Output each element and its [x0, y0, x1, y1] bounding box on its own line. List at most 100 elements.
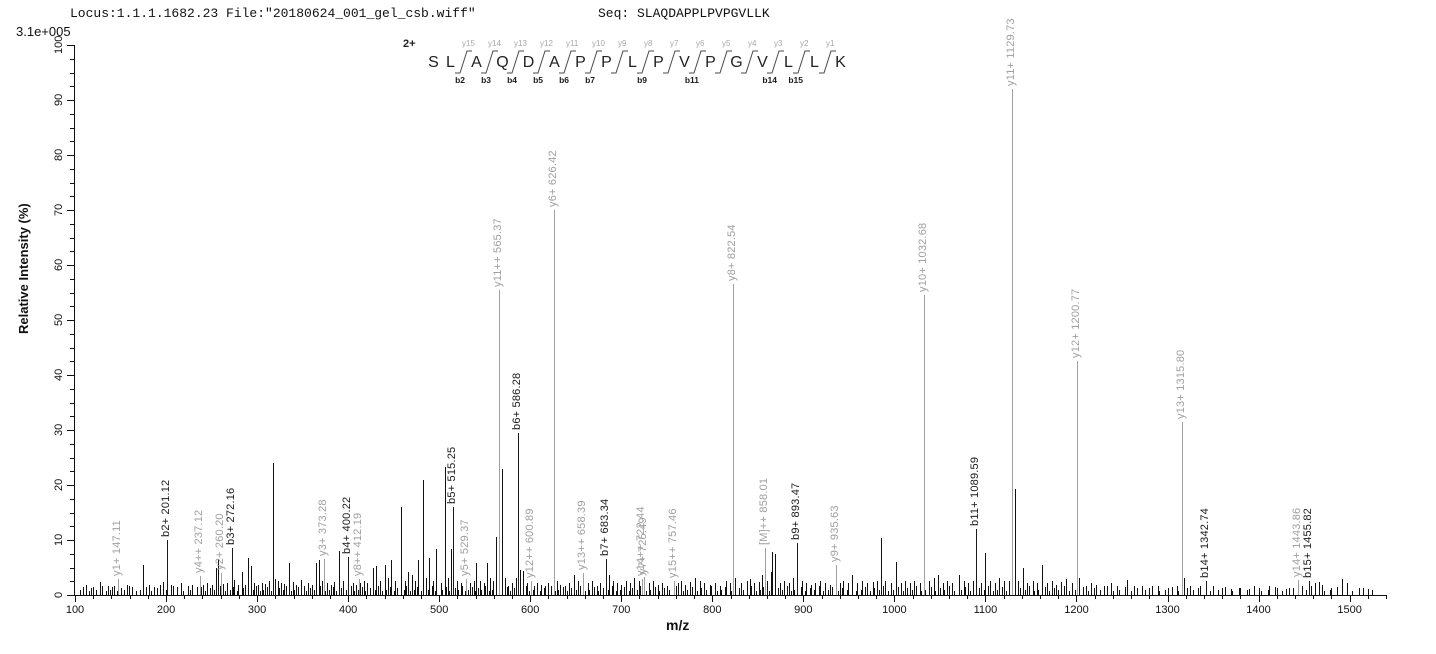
- unlabeled-peak: [192, 585, 194, 595]
- baseline-noise-peak: [173, 586, 175, 595]
- baseline-noise-peak: [381, 590, 383, 595]
- x-axis-minor-tick: [694, 595, 696, 599]
- unlabeled-peak: [600, 583, 602, 595]
- fragmentation-mark: y13 b4: [507, 39, 527, 85]
- unlabeled-peak: [1056, 584, 1058, 595]
- baseline-noise-peak: [823, 590, 825, 595]
- baseline-noise-peak: [997, 590, 999, 595]
- unlabeled-peak: [985, 552, 987, 595]
- baseline-noise-peak: [874, 588, 876, 595]
- x-axis-minor-tick: [202, 595, 204, 599]
- x-axis-minor-tick: [420, 595, 422, 599]
- baseline-noise-peak: [960, 590, 962, 595]
- unlabeled-peak: [1047, 583, 1049, 595]
- unlabeled-peak: [432, 580, 434, 595]
- unlabeled-peak: [520, 569, 522, 595]
- baseline-noise-peak: [856, 590, 858, 595]
- unlabeled-peak: [339, 551, 341, 595]
- unlabeled-peak: [1331, 587, 1333, 595]
- unlabeled-peak: [372, 567, 374, 595]
- x-axis-minor-tick: [766, 595, 768, 599]
- b-ion-peak-label: b3+ 272.16: [224, 487, 237, 546]
- baseline-noise-peak: [252, 589, 254, 595]
- unlabeled-peak: [93, 586, 95, 595]
- unlabeled-peak: [275, 578, 277, 595]
- baseline-noise-peak: [491, 590, 493, 595]
- x-axis-minor-tick: [1276, 595, 1278, 599]
- unlabeled-peak: [704, 583, 706, 595]
- unlabeled-peak: [504, 577, 506, 595]
- fragmentation-mark: y6 b11: [685, 39, 706, 85]
- baseline-noise-peak: [584, 590, 586, 595]
- baseline-noise-peak: [800, 587, 802, 595]
- residue-letter: D: [522, 54, 535, 71]
- x-axis-minor-tick: [949, 595, 950, 599]
- x-axis-minor-tick: [366, 595, 368, 599]
- x-axis-minor-tick: [1331, 595, 1333, 599]
- baseline-noise-peak: [988, 586, 990, 595]
- residue-letter: P: [705, 54, 716, 71]
- unlabeled-peak: [968, 583, 970, 595]
- unlabeled-peak: [1293, 587, 1295, 595]
- residue-letter: L: [446, 54, 455, 71]
- unlabeled-peak: [1222, 587, 1224, 595]
- baseline-noise-peak: [1192, 589, 1194, 595]
- unlabeled-peak: [779, 583, 781, 595]
- unlabeled-peak: [1018, 580, 1020, 595]
- x-axis-major-tick: [712, 595, 714, 602]
- baseline-noise-peak: [128, 586, 130, 595]
- unlabeled-peak: [638, 580, 640, 595]
- unlabeled-peak: [278, 580, 280, 595]
- unlabeled-peak: [928, 580, 930, 595]
- unlabeled-peak: [180, 582, 182, 595]
- baseline-noise-peak: [607, 589, 609, 595]
- unlabeled-peak: [1167, 587, 1169, 595]
- baseline-noise-peak: [1329, 590, 1331, 595]
- baseline-noise-peak: [1200, 586, 1202, 595]
- baseline-noise-peak: [336, 591, 338, 595]
- baseline-noise-peak: [374, 589, 376, 595]
- unlabeled-peak: [1258, 587, 1260, 595]
- baseline-noise-peak: [510, 591, 512, 595]
- baseline-noise-peak: [518, 589, 520, 595]
- y-axis-minor-tick: [70, 196, 74, 198]
- baseline-noise-peak: [446, 587, 448, 595]
- baseline-noise-peak: [1152, 586, 1154, 595]
- unlabeled-peak: [473, 580, 475, 595]
- unlabeled-peak: [512, 583, 513, 595]
- baseline-noise-peak: [393, 591, 395, 595]
- unlabeled-peak: [740, 583, 742, 595]
- unlabeled-peak: [852, 575, 854, 595]
- baseline-noise-peak: [554, 590, 556, 595]
- y-ion-peak: [765, 548, 767, 595]
- baseline-noise-peak: [278, 588, 280, 595]
- y-axis-minor-tick: [70, 306, 74, 308]
- y-ion-peak: [554, 210, 556, 595]
- intensity-full-scale: 3.1e+005: [16, 24, 71, 39]
- baseline-noise-peak: [329, 590, 330, 595]
- baseline-noise-peak: [869, 591, 871, 595]
- fragmentation-mark: y1: [819, 39, 836, 74]
- unlabeled-peak: [694, 577, 696, 595]
- unlabeled-peak: [451, 549, 452, 595]
- baseline-noise-peak: [425, 588, 427, 595]
- baseline-noise-peak: [1088, 591, 1090, 595]
- y-ion-peak-label: y12+ 1200.77: [1070, 288, 1083, 359]
- unlabeled-peak: [980, 583, 982, 595]
- baseline-noise-peak: [683, 590, 685, 595]
- baseline-noise-peak: [1274, 587, 1276, 595]
- unlabeled-peak: [327, 583, 329, 595]
- unlabeled-peak: [143, 564, 145, 595]
- unlabeled-peak: [476, 562, 478, 595]
- unlabeled-peak: [880, 538, 882, 595]
- unlabeled-peak: [490, 577, 492, 595]
- baseline-noise-peak: [612, 586, 614, 595]
- baseline-noise-peak: [80, 590, 82, 595]
- unlabeled-peak: [444, 466, 446, 595]
- y-ion-peak: [924, 295, 926, 595]
- ladder-b-ion-label: b2: [455, 75, 465, 85]
- unlabeled-peak: [436, 549, 438, 595]
- unlabeled-peak: [677, 583, 679, 595]
